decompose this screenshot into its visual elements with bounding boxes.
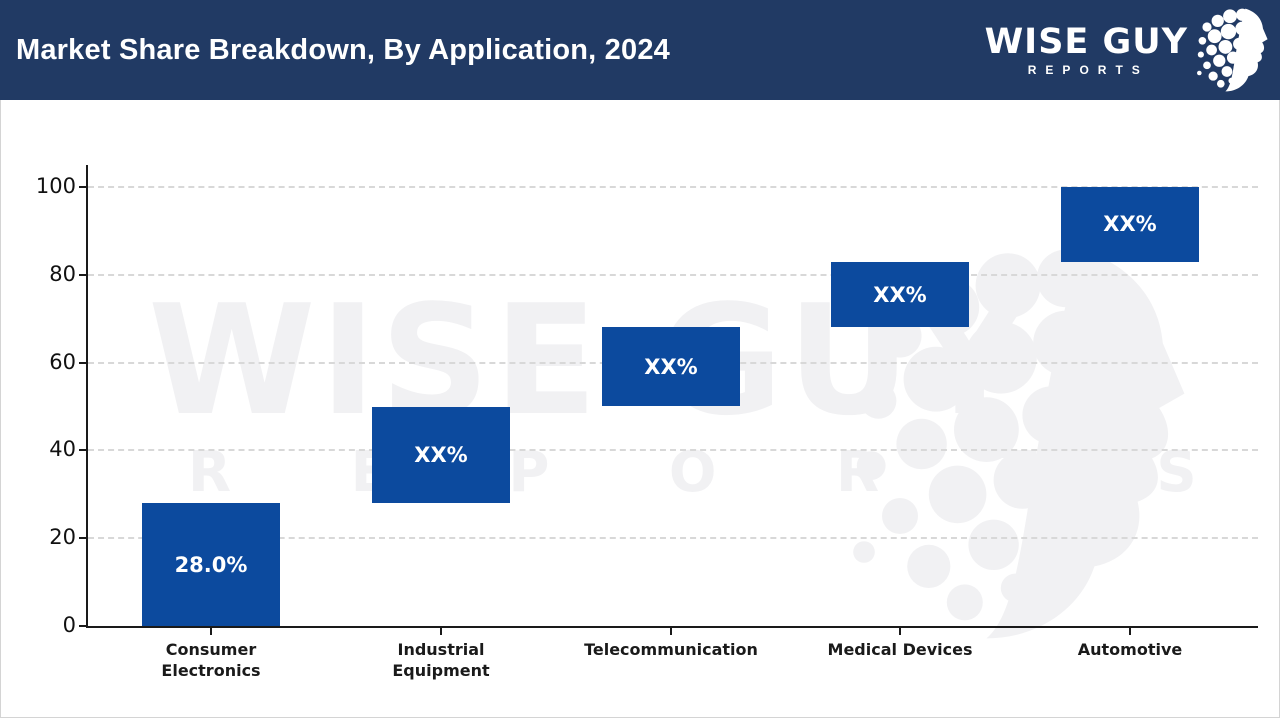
logo-subtitle: REPORTS [1027, 62, 1149, 77]
y-tick-mark-40 [79, 449, 88, 452]
y-tick-label-100: 100 [35, 174, 76, 198]
bar-value-label: XX% [644, 354, 698, 379]
x-category-label: Medical Devices [827, 640, 973, 659]
bar-automotive: XX% [1061, 187, 1199, 262]
bar-telecommunication: XX% [602, 327, 740, 407]
y-tick-label-0: 0 [62, 613, 76, 637]
x-tick-mark-1 [440, 626, 442, 635]
bar-industrial-equipment: XX% [372, 406, 510, 504]
y-tick-mark-0 [79, 625, 88, 627]
bar-value-label: XX% [414, 442, 468, 467]
bar-value-label: XX% [873, 282, 927, 307]
header-bar: Market Share Breakdown, By Application, … [0, 0, 1280, 100]
wiseguy-logo: WISE GUY REPORTS [985, 4, 1280, 96]
bar-value-label: XX% [1103, 212, 1157, 237]
y-axis-line [86, 165, 88, 628]
y-tick-mark-100 [79, 186, 88, 188]
gridline-20 [88, 537, 1258, 540]
y-tick-mark-60 [79, 361, 88, 364]
x-category-label: Telecommunication [584, 640, 758, 659]
wiseguy-logo-text: WISE GUY REPORTS [984, 21, 1188, 77]
gridline-80 [88, 273, 1258, 276]
y-tick-label-20: 20 [49, 525, 76, 550]
page-title: Market Share Breakdown, By Application, … [16, 33, 670, 66]
y-tick-label-80: 80 [49, 261, 76, 286]
x-category-label: Automotive [1077, 640, 1183, 659]
y-tick-label-60: 60 [49, 349, 76, 374]
y-tick-label-40: 40 [49, 437, 76, 462]
gridline-100 [88, 186, 1258, 188]
x-axis-line [86, 626, 1258, 628]
x-tick-mark-2 [670, 626, 672, 635]
bar-consumer-electronics: 28.0% [142, 503, 280, 626]
bar-value-label: 28.0% [174, 552, 248, 577]
bar-medical devices: XX% [831, 261, 969, 328]
y-tick-mark-80 [79, 273, 88, 276]
x-category-label: Consumer Electronics [161, 640, 261, 680]
gridline-40 [88, 449, 1258, 452]
wiseguy-head-icon [1197, 8, 1268, 92]
y-tick-mark-20 [79, 537, 88, 540]
x-tick-mark-4 [1129, 626, 1131, 635]
x-tick-mark-0 [210, 626, 212, 635]
x-tick-mark-3 [899, 626, 901, 635]
x-category-label: Industrial Equipment [392, 640, 490, 680]
logo-wordmark: WISE GUY [984, 21, 1188, 62]
